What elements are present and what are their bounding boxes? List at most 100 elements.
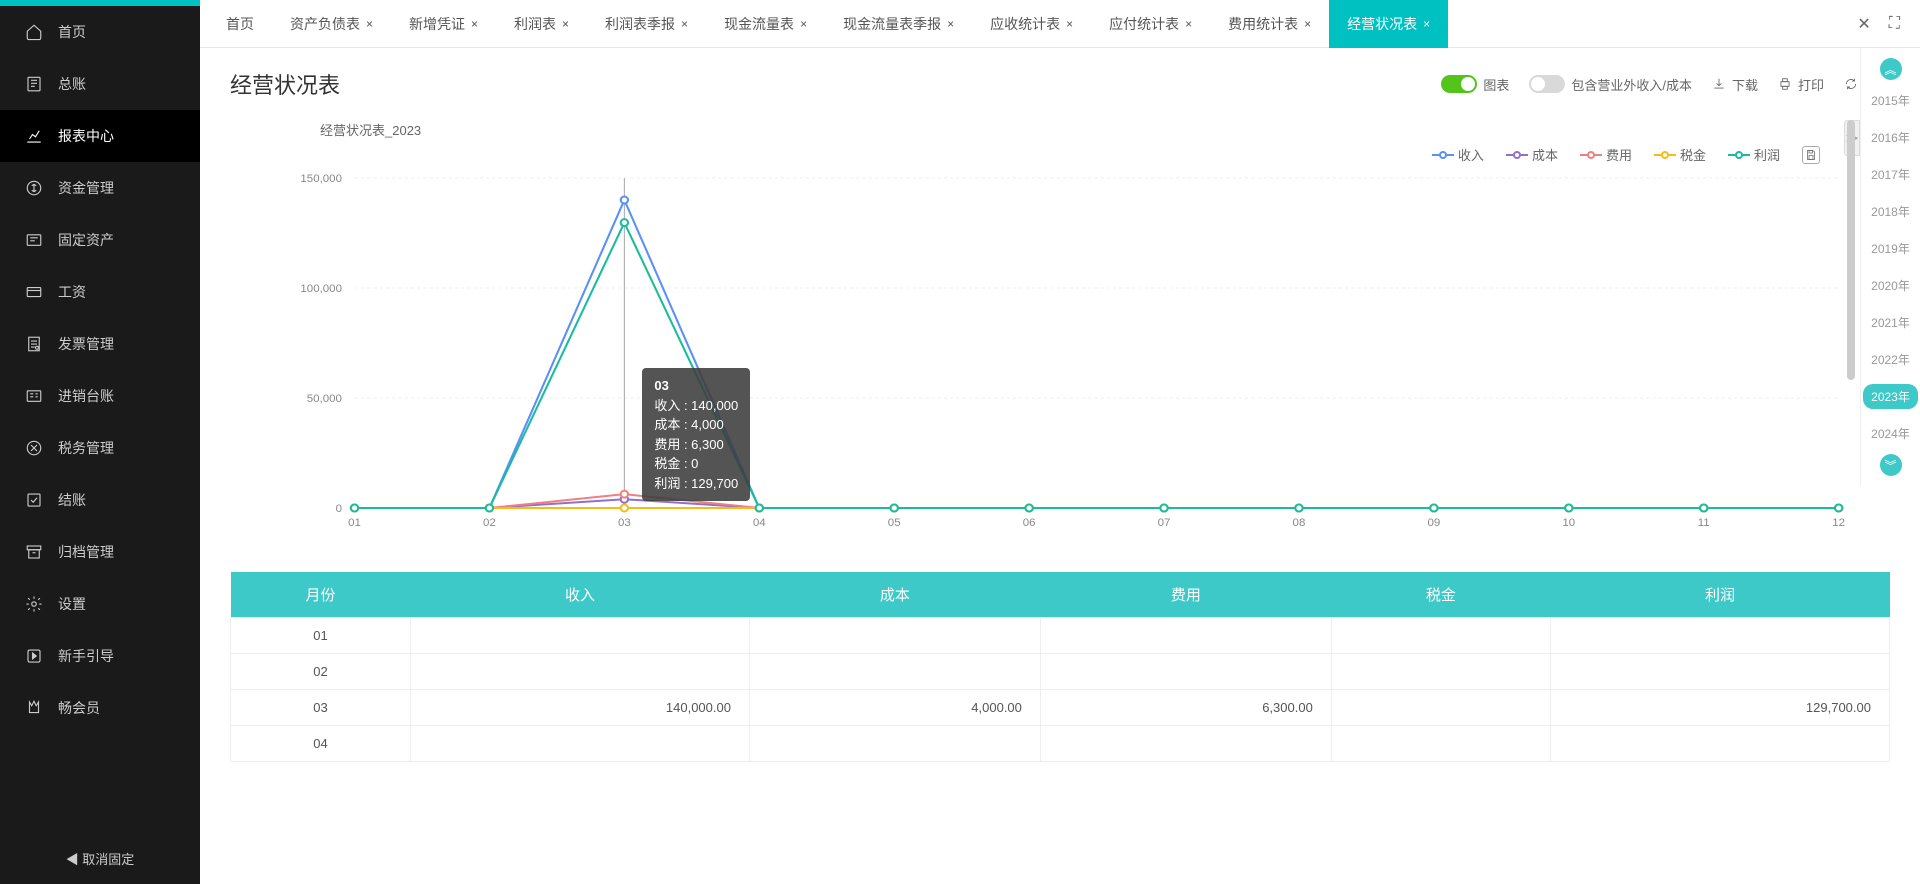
sidebar-item-reports[interactable]: 报表中心 [0,110,200,162]
tab-close-icon[interactable]: × [471,17,478,31]
svg-text:0: 0 [336,503,342,515]
sidebar-item-tax[interactable]: 税务管理 [0,422,200,474]
svg-text:50,000: 50,000 [307,393,342,405]
tab-费用统计表[interactable]: 费用统计表× [1210,0,1329,48]
print-icon [1778,77,1792,91]
sidebar-item-label: 归档管理 [58,542,114,562]
sidebar-item-funds[interactable]: 资金管理 [0,162,200,214]
tab-经营状况表[interactable]: 经营状况表× [1329,0,1448,48]
tab-应付统计表[interactable]: 应付统计表× [1091,0,1210,48]
chart-svg[interactable]: 050,000100,000150,0000102030405060708091… [250,168,1870,548]
chart-save-icon[interactable] [1802,146,1820,164]
year-option[interactable]: 2023年 [1863,384,1918,409]
tab-close-icon[interactable]: × [1304,17,1311,31]
table-cell [1331,726,1550,762]
tab-close-icon[interactable]: × [562,17,569,31]
tab-首页[interactable]: 首页 [208,0,272,48]
legend-marker [1654,151,1676,159]
table-cell [749,618,1040,654]
table-header: 收入 [411,572,750,618]
page-title: 经营状况表 [230,68,340,100]
table-cell: 01 [231,618,411,654]
tab-现金流量表季报[interactable]: 现金流量表季报× [825,0,972,48]
year-option[interactable]: 2019年 [1863,236,1918,261]
sidebar-item-salary[interactable]: 工资 [0,266,200,318]
sidebar-item-settings[interactable]: 设置 [0,578,200,630]
tab-close-icon[interactable]: × [1185,17,1192,31]
page-header: 经营状况表 图表 包含营业外收入/成本 下载 打印 [200,48,1920,110]
svg-text:150,000: 150,000 [300,173,342,185]
svg-text:01: 01 [348,517,361,529]
tab-close-icon[interactable]: × [1066,17,1073,31]
archive-icon [24,542,44,562]
year-option[interactable]: 2021年 [1863,310,1918,335]
year-scroll-down-icon[interactable]: ︾ [1880,454,1902,476]
tab-close-icon[interactable]: × [681,17,688,31]
tab-close-icon[interactable]: × [1423,17,1430,31]
sidebar-item-label: 资金管理 [58,178,114,198]
vertical-scrollbar[interactable] [1846,120,1856,884]
svg-text:03: 03 [618,517,631,529]
table-header: 利润 [1551,572,1890,618]
sidebar-unpin-button[interactable]: ◀ 取消固定 [0,833,200,884]
sidebar-item-member[interactable]: 畅会员 [0,682,200,734]
table-cell [1040,654,1331,690]
settings-icon [24,594,44,614]
tab-资产负债表[interactable]: 资产负债表× [272,0,391,48]
tab-close-icon[interactable]: × [366,17,373,31]
sidebar-item-label: 税务管理 [58,438,114,458]
table-cell: 129,700.00 [1551,690,1890,726]
tab-close-icon[interactable]: × [800,17,807,31]
print-button[interactable]: 打印 [1778,75,1824,94]
table-cell [1331,654,1550,690]
table-cell [1551,618,1890,654]
table-cell [749,726,1040,762]
legend-item-利润[interactable]: 利润 [1728,145,1780,164]
svg-text:09: 09 [1427,517,1440,529]
tabs-close-all-icon[interactable]: ✕ [1857,14,1870,34]
download-button[interactable]: 下载 [1712,75,1758,94]
legend-item-费用[interactable]: 费用 [1580,145,1632,164]
download-icon [1712,77,1726,91]
tab-应收统计表[interactable]: 应收统计表× [972,0,1091,48]
table-row: 01 [231,618,1890,654]
sidebar: 首页总账报表中心资金管理固定资产工资发票管理进销台账税务管理结账归档管理设置新手… [0,0,200,884]
sidebar-item-archive[interactable]: 归档管理 [0,526,200,578]
table-row: 03140,000.004,000.006,300.00129,700.00 [231,690,1890,726]
year-option[interactable]: 2018年 [1863,199,1918,224]
legend-item-税金[interactable]: 税金 [1654,145,1706,164]
fullscreen-icon[interactable]: ⛶ [1889,15,1900,33]
include-nonoperating-toggle[interactable]: 包含营业外收入/成本 [1529,75,1692,94]
table-cell [1331,618,1550,654]
tab-新增凭证[interactable]: 新增凭证× [391,0,496,48]
sidebar-item-guide[interactable]: 新手引导 [0,630,200,682]
svg-text:02: 02 [483,517,496,529]
sidebar-item-invoice[interactable]: 发票管理 [0,318,200,370]
table-header: 费用 [1040,572,1331,618]
svg-text:05: 05 [888,517,901,529]
year-option[interactable]: 2020年 [1863,273,1918,298]
sidebar-item-ledger[interactable]: 总账 [0,58,200,110]
chart-toggle[interactable]: 图表 [1441,75,1509,94]
sidebar-item-label: 首页 [58,22,86,42]
year-option[interactable]: 2017年 [1863,162,1918,187]
table-cell [411,618,750,654]
year-option[interactable]: 2015年 [1863,88,1918,113]
legend-item-收入[interactable]: 收入 [1432,145,1484,164]
table-cell: 04 [231,726,411,762]
sidebar-item-sales[interactable]: 进销台账 [0,370,200,422]
scrollbar-thumb[interactable] [1847,120,1855,380]
sidebar-item-assets[interactable]: 固定资产 [0,214,200,266]
year-option[interactable]: 2024年 [1863,421,1918,446]
table-cell [1551,654,1890,690]
tab-利润表季报[interactable]: 利润表季报× [587,0,706,48]
legend-item-成本[interactable]: 成本 [1506,145,1558,164]
year-option[interactable]: 2022年 [1863,347,1918,372]
year-scroll-up-icon[interactable]: ︽ [1880,58,1902,80]
tab-close-icon[interactable]: × [947,17,954,31]
tab-现金流量表[interactable]: 现金流量表× [706,0,825,48]
sidebar-item-home[interactable]: 首页 [0,6,200,58]
year-option[interactable]: 2016年 [1863,125,1918,150]
sidebar-item-close-books[interactable]: 结账 [0,474,200,526]
tab-利润表[interactable]: 利润表× [496,0,587,48]
